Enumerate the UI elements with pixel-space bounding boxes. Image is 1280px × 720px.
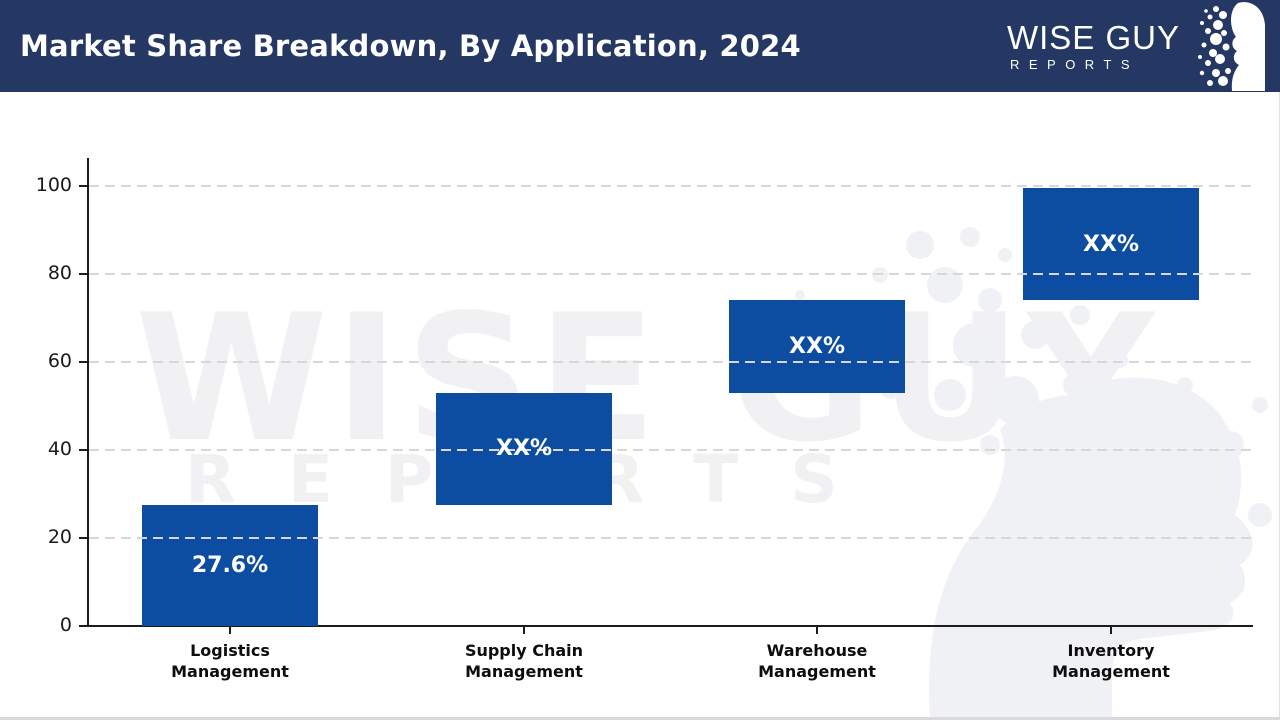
y-tick-label: 100 (35, 174, 72, 196)
brand-logo: WISE GUY REPORTS (1007, 0, 1270, 92)
bar-inventory-management: XX% (1023, 188, 1199, 301)
x-axis-label-logistics-management: Logistics Management (90, 640, 370, 682)
x-axis-label-line: Management (171, 662, 289, 681)
bar-supply-chain-management: XX% (436, 392, 612, 505)
y-tick-label: 60 (47, 350, 72, 372)
x-tick-mark (229, 627, 231, 634)
page-title: Market Share Breakdown, By Application, … (20, 29, 801, 63)
y-tick-mark (79, 449, 87, 451)
x-tick-mark (1110, 627, 1112, 634)
gridline (89, 361, 1253, 363)
gridline (89, 449, 1253, 451)
gridline (89, 537, 1253, 539)
x-axis-label-inventory-management: Inventory Management (971, 640, 1251, 682)
header: Market Share Breakdown, By Application, … (0, 0, 1280, 92)
x-axis-label-warehouse-management: Warehouse Management (677, 640, 957, 682)
bar-value-label: XX% (789, 334, 845, 360)
y-tick-mark (79, 361, 87, 363)
y-tick-label: 80 (47, 262, 72, 284)
x-axis-line (87, 625, 1253, 627)
x-axis-label-line: Warehouse (766, 641, 868, 660)
x-axis-label-line: Management (465, 662, 583, 681)
brand-name: WISE GUY (1006, 18, 1180, 56)
bar-value-label: 27.6% (191, 552, 269, 578)
bar-value-label: XX% (496, 436, 552, 462)
x-axis-label-line: Management (1052, 662, 1170, 681)
x-axis-label-line: Inventory (1067, 641, 1155, 660)
brand-face-icon (1198, 2, 1265, 91)
brand-logo-text: WISE GUY REPORTS (1007, 21, 1180, 72)
bar-logistics-management: 27.6% (142, 504, 318, 626)
bar-value-label: XX% (1083, 231, 1139, 257)
brand-tagline: REPORTS (1009, 56, 1140, 72)
x-tick-mark (523, 627, 525, 634)
page-bottom-edge (0, 717, 1280, 720)
bar-warehouse-management: XX% (729, 300, 905, 393)
x-axis-label-line: Management (758, 662, 876, 681)
y-axis-line (87, 158, 89, 627)
gridline (89, 273, 1253, 275)
y-tick-label: 0 (59, 614, 72, 636)
x-tick-mark (816, 627, 818, 634)
y-tick-mark (79, 273, 87, 275)
y-tick-label: 20 (47, 526, 72, 548)
y-tick-mark (79, 537, 87, 539)
x-axis-label-line: Logistics (190, 641, 270, 660)
x-axis-label-supply-chain-management: Supply Chain Management (384, 640, 664, 682)
y-tick-mark (79, 185, 87, 187)
x-axis-label-line: Supply Chain (464, 641, 584, 660)
y-tick-mark (79, 625, 87, 627)
y-tick-label: 40 (47, 438, 72, 460)
gridline (89, 185, 1253, 187)
